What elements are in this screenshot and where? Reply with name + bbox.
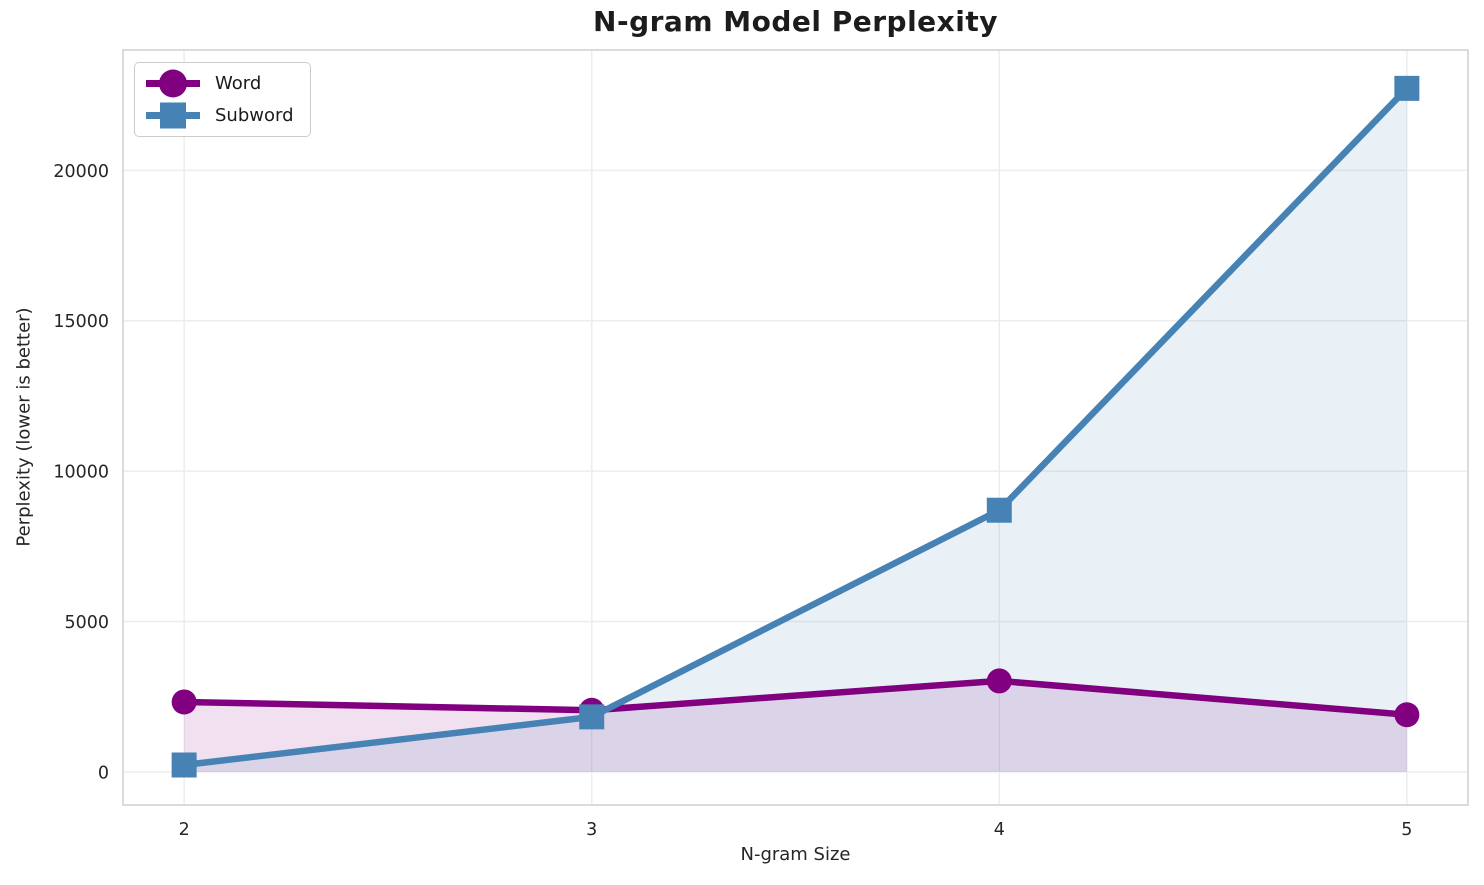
axes-spines <box>122 49 1469 806</box>
subword-square-marker-icon <box>146 102 200 129</box>
series-line-word <box>184 677 1408 718</box>
y-tick-label: 5000 <box>64 613 109 633</box>
y-tick-label: 15000 <box>53 312 109 332</box>
x-tick-label: 4 <box>994 820 1005 840</box>
data-point-subword-x5 <box>1394 75 1420 101</box>
word-circle-marker-icon <box>146 69 200 98</box>
chart-title: N-gram Model Perplexity <box>593 5 998 38</box>
legend-item-subword: Subword <box>143 100 294 131</box>
legend-label-subword: Subword <box>215 105 294 126</box>
x-tick-label: 2 <box>179 820 190 840</box>
data-point-word-x2 <box>171 689 197 715</box>
data-point-subword-x3 <box>579 704 605 730</box>
x-tick-label: 3 <box>586 820 597 840</box>
data-point-subword-x4 <box>986 497 1012 523</box>
data-point-subword-x2 <box>171 752 197 778</box>
y-tick-label: 20000 <box>53 162 109 182</box>
y-tick-label: 10000 <box>53 463 109 483</box>
legend-item-word: Word <box>143 68 294 99</box>
x-axis-label: N-gram Size <box>740 844 851 865</box>
y-axis-label: Perplexity (lower is better) <box>13 307 35 547</box>
series-fill-subword <box>184 88 1407 772</box>
data-point-word-x4 <box>986 668 1012 694</box>
series-fill-word <box>184 680 1407 772</box>
legend-label-word: Word <box>215 73 262 94</box>
series-line-subword <box>183 86 1410 769</box>
x-tick-label: 5 <box>1401 820 1412 840</box>
y-tick-label: 0 <box>98 763 109 783</box>
data-point-word-x5 <box>1394 702 1420 728</box>
legend: Word Subword <box>134 62 311 137</box>
